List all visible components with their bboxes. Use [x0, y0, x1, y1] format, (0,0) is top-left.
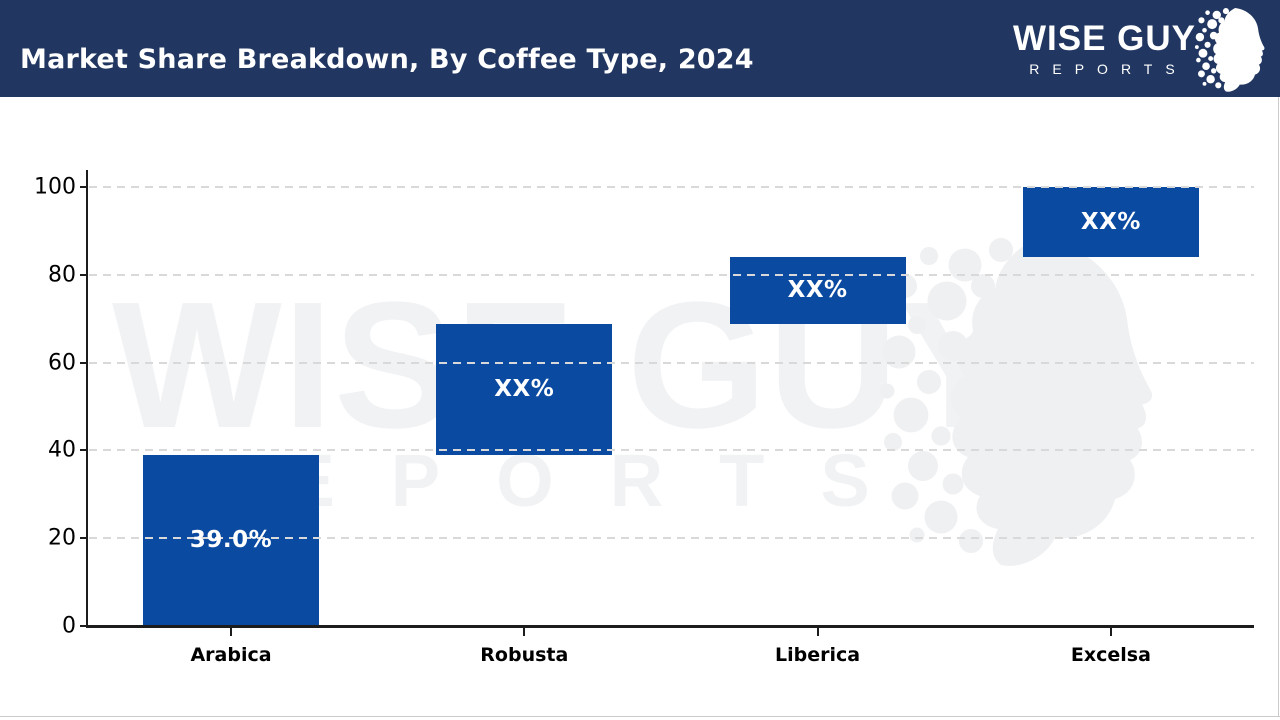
frame-bottom-hairline	[0, 716, 1280, 717]
logo-wordmark: WISE GUY	[1012, 18, 1196, 58]
wise-guy-logo: WISE GUY REPORTS	[1013, 5, 1270, 93]
bar-excelsa	[1022, 187, 1199, 257]
y-tick-60	[80, 361, 88, 364]
x-tick-excelsa	[1109, 628, 1112, 636]
bar-label-arabica: 39.0%	[189, 527, 273, 554]
x-axis-spine	[86, 625, 1254, 628]
y-tick-40	[80, 449, 88, 452]
gridline-100	[89, 186, 1254, 188]
y-tick-label-80: 80	[48, 262, 76, 288]
y-tick-0	[80, 625, 88, 627]
y-tick-label-0: 0	[62, 613, 76, 639]
y-tick-100	[80, 186, 88, 188]
x-tick-label-robusta: Robusta	[480, 644, 569, 666]
y-tick-20	[80, 537, 88, 540]
y-tick-label-20: 20	[48, 525, 76, 551]
x-tick-robusta	[523, 628, 526, 636]
logo-subtitle: REPORTS	[1029, 60, 1188, 77]
y-tick-label-40: 40	[48, 437, 76, 463]
bar-label-robusta: XX%	[494, 376, 555, 403]
frame-right-hairline	[1278, 97, 1279, 717]
header-bar: Market Share Breakdown, By Coffee Type, …	[0, 0, 1280, 97]
y-tick-80	[80, 273, 88, 276]
gridline-20	[89, 537, 1254, 540]
gridline-40	[89, 449, 1254, 452]
bar-label-liberica: XX%	[787, 277, 848, 304]
y-tick-label-100: 100	[34, 174, 76, 200]
bar-label-excelsa: XX%	[1080, 208, 1141, 235]
logo-text: WISE GUY REPORTS	[1013, 21, 1196, 77]
y-axis-spine	[86, 170, 88, 628]
x-tick-liberica	[816, 628, 819, 636]
logo-dotted-head-icon	[1188, 5, 1270, 93]
bar-robusta	[436, 323, 613, 455]
x-tick-arabica	[230, 628, 232, 636]
x-tick-label-arabica: Arabica	[190, 644, 272, 666]
chart-title: Market Share Breakdown, By Coffee Type, …	[20, 44, 754, 75]
y-tick-label-60: 60	[48, 350, 76, 376]
x-tick-label-excelsa: Excelsa	[1070, 644, 1151, 666]
gridline-60	[89, 361, 1254, 364]
bar-arabica	[143, 454, 319, 626]
x-tick-label-liberica: Liberica	[775, 644, 861, 666]
gridline-80	[89, 273, 1254, 276]
bar-liberica	[729, 256, 906, 324]
